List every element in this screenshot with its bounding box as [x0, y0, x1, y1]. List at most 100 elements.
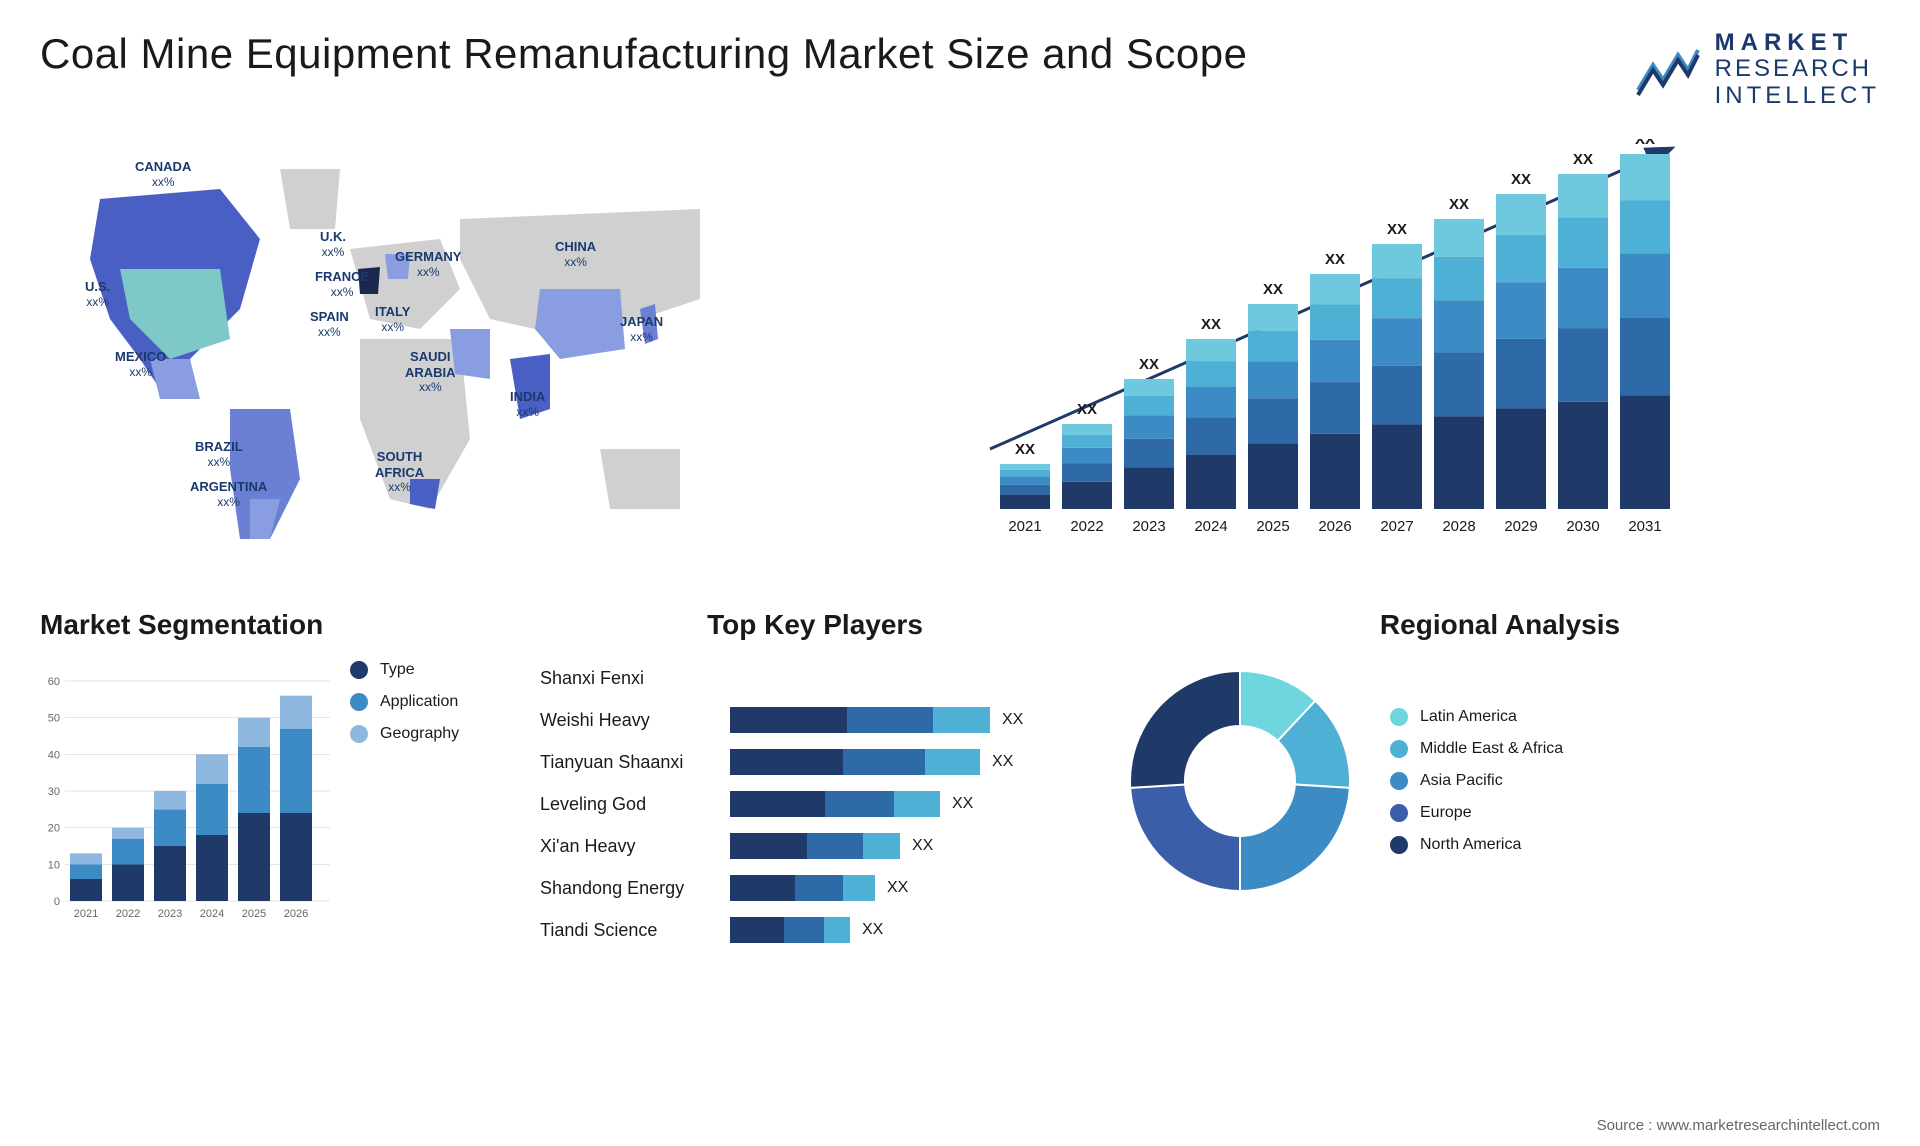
legend-item: Europe [1390, 804, 1563, 822]
player-bar [730, 917, 850, 943]
header: Coal Mine Equipment Remanufacturing Mark… [40, 30, 1880, 109]
logo: MARKET RESEARCH INTELLECT [1633, 30, 1880, 109]
segmentation-title: Market Segmentation [40, 609, 510, 641]
svg-text:20: 20 [48, 823, 60, 835]
svg-text:XX: XX [1635, 139, 1655, 148]
logo-text-1: MARKET [1715, 30, 1880, 56]
player-value: XX [862, 921, 883, 939]
svg-text:XX: XX [1387, 221, 1407, 238]
svg-text:XX: XX [1077, 401, 1097, 418]
svg-text:30: 30 [48, 786, 60, 798]
svg-text:2021: 2021 [1008, 518, 1041, 535]
bottom-section: Market Segmentation 01020304050602021202… [40, 609, 1880, 955]
player-bar [730, 791, 940, 817]
svg-text:XX: XX [1325, 251, 1345, 268]
players-title: Top Key Players [540, 609, 1090, 641]
legend-item: North America [1390, 836, 1563, 854]
player-row: Xi'an Heavy XX [540, 829, 1090, 863]
map-label-germany: GERMANYxx% [395, 249, 461, 279]
svg-text:2023: 2023 [1132, 518, 1165, 535]
map-label-southafrica: SOUTHAFRICAxx% [375, 449, 424, 495]
player-name: Xi'an Heavy [540, 836, 730, 857]
player-row: Leveling God XX [540, 787, 1090, 821]
svg-text:2022: 2022 [1070, 518, 1103, 535]
growth-chart-svg: XX2021XX2022XX2023XX2024XX2025XX2026XX20… [980, 139, 1700, 549]
svg-text:XX: XX [1511, 171, 1531, 188]
svg-text:2029: 2029 [1504, 518, 1537, 535]
player-name: Shandong Energy [540, 878, 730, 899]
svg-text:2024: 2024 [1194, 518, 1227, 535]
players-panel: Top Key Players Shanxi Fenxi Weishi Heavy… [540, 609, 1090, 955]
legend-label: Type [380, 661, 415, 679]
map-label-canada: CANADAxx% [135, 159, 191, 189]
svg-text:2024: 2024 [200, 908, 224, 920]
svg-text:60: 60 [48, 676, 60, 688]
regional-legend: Latin America Middle East & Africa Asia Pa… [1390, 708, 1563, 854]
player-row: Tiandi ScienceXX [540, 913, 1090, 947]
player-value: XX [952, 795, 973, 813]
legend-item: Middle East & Africa [1390, 740, 1563, 758]
legend-item: Latin America [1390, 708, 1563, 726]
map-label-japan: JAPANxx% [620, 314, 663, 344]
player-bar [730, 833, 900, 859]
svg-text:XX: XX [1263, 281, 1283, 298]
svg-text:2030: 2030 [1566, 518, 1599, 535]
legend-item: Geography [350, 725, 459, 743]
map-label-saudiarabia: SAUDIARABIAxx% [405, 349, 456, 395]
player-name: Weishi Heavy [540, 710, 730, 731]
player-name: Tianyuan Shaanxi [540, 752, 730, 773]
legend-dot [1390, 836, 1408, 854]
legend-dot [350, 661, 368, 679]
player-value: XX [1002, 711, 1023, 729]
legend-label: Application [380, 693, 458, 711]
legend-dot [1390, 740, 1408, 758]
svg-text:XX: XX [1139, 356, 1159, 373]
player-bar [730, 875, 875, 901]
svg-text:10: 10 [48, 860, 60, 872]
legend-dot [350, 693, 368, 711]
svg-text:2028: 2028 [1442, 518, 1475, 535]
svg-text:2026: 2026 [1318, 518, 1351, 535]
svg-text:0: 0 [54, 896, 60, 908]
map-label-china: CHINAxx% [555, 239, 596, 269]
svg-text:XX: XX [1201, 316, 1221, 333]
map-label-mexico: MEXICOxx% [115, 349, 166, 379]
legend-label: Asia Pacific [1420, 772, 1503, 790]
map-label-spain: SPAINxx% [310, 309, 349, 339]
player-name: Shanxi Fenxi [540, 668, 730, 689]
segmentation-legend: Type Application Geography [350, 661, 459, 931]
legend-label: Europe [1420, 804, 1472, 822]
legend-label: Geography [380, 725, 459, 743]
map-label-us: U.S.xx% [85, 279, 110, 309]
map-label-italy: ITALYxx% [375, 304, 410, 334]
segmentation-chart: 0102030405060202120222023202420252026 [40, 661, 330, 931]
logo-text-3: INTELLECT [1715, 83, 1880, 109]
svg-text:2023: 2023 [158, 908, 182, 920]
legend-dot [1390, 708, 1408, 726]
legend-item: Application [350, 693, 459, 711]
map-label-france: FRANCExx% [315, 269, 369, 299]
map-label-brazil: BRAZILxx% [195, 439, 243, 469]
player-value: XX [992, 753, 1013, 771]
growth-chart: XX2021XX2022XX2023XX2024XX2025XX2026XX20… [980, 139, 1880, 559]
svg-text:2027: 2027 [1380, 518, 1413, 535]
logo-icon [1633, 40, 1703, 100]
svg-text:40: 40 [48, 750, 60, 762]
svg-text:XX: XX [1573, 151, 1593, 168]
player-name: Leveling God [540, 794, 730, 815]
legend-label: North America [1420, 836, 1521, 854]
player-bar [730, 749, 980, 775]
map-label-argentina: ARGENTINAxx% [190, 479, 267, 509]
svg-text:2025: 2025 [242, 908, 266, 920]
legend-dot [1390, 772, 1408, 790]
legend-item: Asia Pacific [1390, 772, 1563, 790]
source-text: Source : www.marketresearchintellect.com [1597, 1117, 1880, 1134]
svg-text:XX: XX [1449, 196, 1469, 213]
legend-dot [350, 725, 368, 743]
legend-item: Type [350, 661, 459, 679]
regional-panel: Regional Analysis Latin AmericaMiddle Ea… [1120, 609, 1880, 955]
legend-dot [1390, 804, 1408, 822]
svg-text:2031: 2031 [1628, 518, 1661, 535]
legend-label: Latin America [1420, 708, 1517, 726]
player-value: XX [912, 837, 933, 855]
